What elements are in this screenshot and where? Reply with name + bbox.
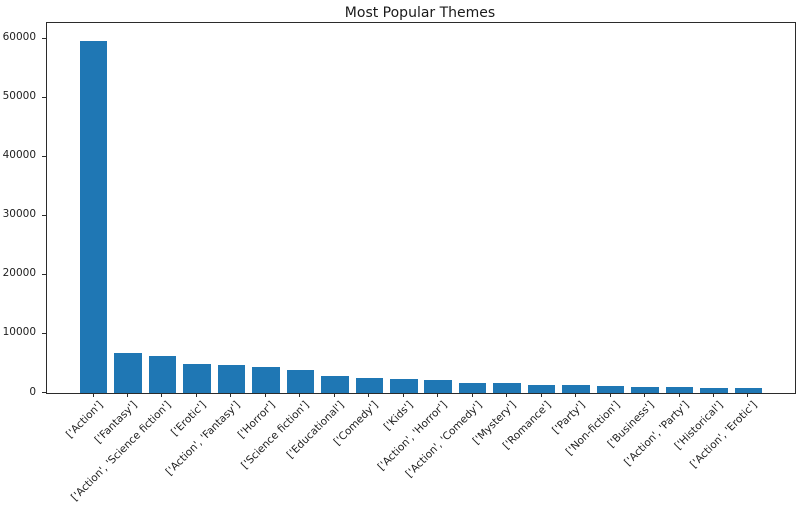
bar-16 [596,386,625,393]
y-tick-label: 40000 [2,149,36,162]
bar-1 [79,40,108,393]
x-tick-mark [264,393,266,397]
y-tick-label: 30000 [2,208,36,221]
x-tick-mark [575,393,577,397]
bar-4 [183,364,211,393]
bar-19 [700,387,728,393]
x-tick-mark [609,393,611,397]
x-tick-mark [402,393,404,397]
y-tick-mark [42,37,46,39]
x-tick-mark [540,393,542,397]
bar-14 [527,384,556,393]
x-tick-mark [644,393,646,397]
x-tick-label: ['Action', 'Erotic'] [688,399,760,471]
bar-9 [355,378,384,393]
bar-8 [321,376,349,393]
plot-area [46,22,796,394]
y-tick-mark [42,96,46,98]
x-tick-mark [506,393,508,397]
bar-12 [458,382,487,393]
bar-6 [252,367,280,393]
bar-2 [114,353,142,393]
bar-18 [665,387,694,393]
bar-7 [286,369,315,393]
y-tick-mark [42,392,46,393]
y-tick-mark [42,214,46,216]
x-tick-mark [471,393,473,397]
x-tick-mark [161,393,163,397]
y-tick-label: 60000 [2,31,36,44]
y-tick-mark [42,273,46,275]
bar-10 [389,378,418,393]
bar-11 [424,380,452,393]
y-tick-label: 50000 [2,90,36,103]
x-tick-mark [299,393,301,397]
x-tick-mark [747,393,749,397]
bar-3 [148,356,177,393]
x-tick-mark [437,393,439,397]
x-tick-mark [678,393,680,397]
y-tick-label: 0 [29,385,36,398]
x-tick-mark [127,393,128,397]
x-tick-mark [333,393,335,397]
x-tick-mark [195,393,197,397]
bar-15 [562,385,590,393]
x-tick-mark [712,393,714,397]
y-tick-mark [42,332,46,334]
y-tick-label: 10000 [2,326,36,339]
y-tick-mark [42,155,46,157]
x-tick-label: ['Kids'] [381,399,416,433]
bar-5 [217,365,246,393]
bar-13 [493,382,521,393]
x-tick-mark [368,393,370,397]
chart-title: Most Popular Themes [344,5,496,21]
bar-20 [734,387,763,393]
x-tick-mark [230,393,232,397]
x-tick-mark [92,393,94,397]
bar-17 [631,386,659,393]
y-tick-label: 20000 [2,267,36,280]
